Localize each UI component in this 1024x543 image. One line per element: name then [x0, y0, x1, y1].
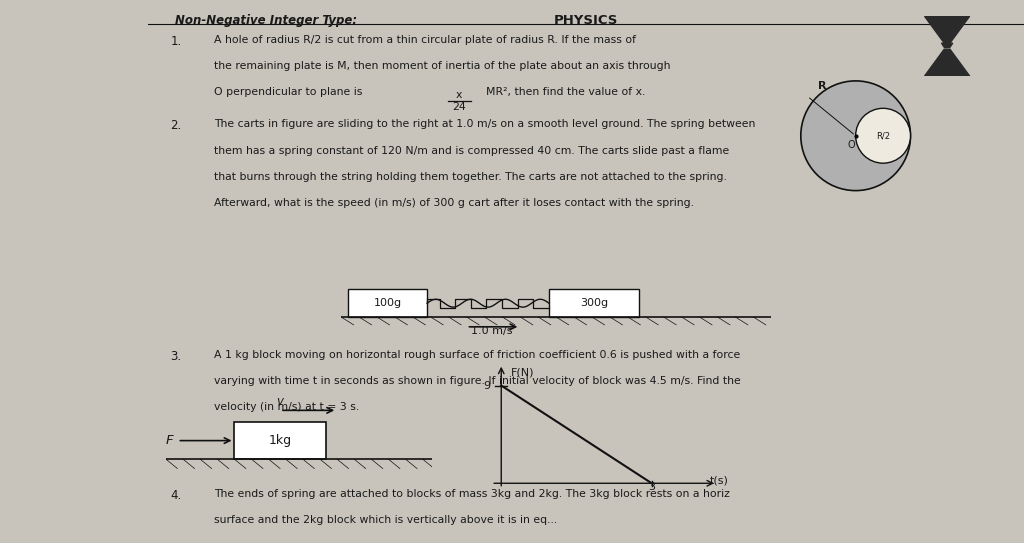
- Text: v: v: [276, 395, 284, 408]
- Bar: [348, 289, 427, 317]
- Text: 1.: 1.: [170, 35, 181, 48]
- Text: R/2: R/2: [877, 131, 890, 140]
- Text: R: R: [818, 81, 827, 91]
- Text: 4.: 4.: [170, 489, 181, 502]
- Text: A 1 kg block moving on horizontal rough surface of friction coefficient 0.6 is p: A 1 kg block moving on horizontal rough …: [214, 350, 740, 360]
- Text: 300g: 300g: [580, 298, 608, 308]
- Text: them has a spring constant of 120 N/m and is compressed 40 cm. The carts slide p: them has a spring constant of 120 N/m an…: [214, 146, 729, 155]
- Bar: [549, 289, 639, 317]
- Text: surface and the 2kg block which is vertically above it is in eq...: surface and the 2kg block which is verti…: [214, 515, 557, 525]
- Text: velocity (in m/s) at t = 3 s.: velocity (in m/s) at t = 3 s.: [214, 402, 359, 412]
- Text: varying with time t in seconds as shown in figure. If initial velocity of block : varying with time t in seconds as shown …: [214, 376, 741, 386]
- Text: 100g: 100g: [374, 298, 401, 308]
- Text: 3.: 3.: [170, 350, 181, 363]
- Text: The ends of spring are attached to blocks of mass 3kg and 2kg. The 3kg block res: The ends of spring are attached to block…: [214, 489, 730, 498]
- Text: Afterward, what is the speed (in m/s) of 300 g cart after it loses contact with : Afterward, what is the speed (in m/s) of…: [214, 198, 694, 207]
- Polygon shape: [925, 49, 970, 76]
- Text: x: x: [456, 90, 463, 100]
- Text: 1kg: 1kg: [268, 434, 292, 447]
- Text: the remaining plate is M, then moment of inertia of the plate about an axis thro: the remaining plate is M, then moment of…: [214, 61, 671, 71]
- Text: that burns through the string holding them together. The carts are not attached : that burns through the string holding th…: [214, 172, 727, 181]
- Text: 3: 3: [648, 482, 655, 493]
- Bar: [234, 422, 326, 459]
- Text: Non-Negative Integer Type:: Non-Negative Integer Type:: [175, 14, 357, 27]
- Text: F(N): F(N): [511, 367, 535, 377]
- Polygon shape: [941, 43, 952, 47]
- Text: F: F: [166, 434, 174, 447]
- Text: 9: 9: [483, 381, 490, 390]
- Text: The carts in figure are sliding to the right at 1.0 m/s on a smooth level ground: The carts in figure are sliding to the r…: [214, 119, 756, 129]
- Text: 1.0 m/s: 1.0 m/s: [471, 326, 512, 336]
- Text: A hole of radius R/2 is cut from a thin circular plate of radius R. If the mass : A hole of radius R/2 is cut from a thin …: [214, 35, 636, 45]
- Text: O perpendicular to plane is: O perpendicular to plane is: [214, 87, 366, 97]
- Text: PHYSICS: PHYSICS: [554, 14, 618, 27]
- Polygon shape: [925, 16, 970, 43]
- Text: MR², then find the value of x.: MR², then find the value of x.: [485, 87, 645, 97]
- Text: 2.: 2.: [170, 119, 181, 132]
- Text: O: O: [848, 140, 855, 150]
- Circle shape: [856, 108, 910, 163]
- Text: t(s): t(s): [710, 475, 728, 485]
- Text: 24: 24: [453, 102, 466, 111]
- Circle shape: [801, 81, 910, 191]
